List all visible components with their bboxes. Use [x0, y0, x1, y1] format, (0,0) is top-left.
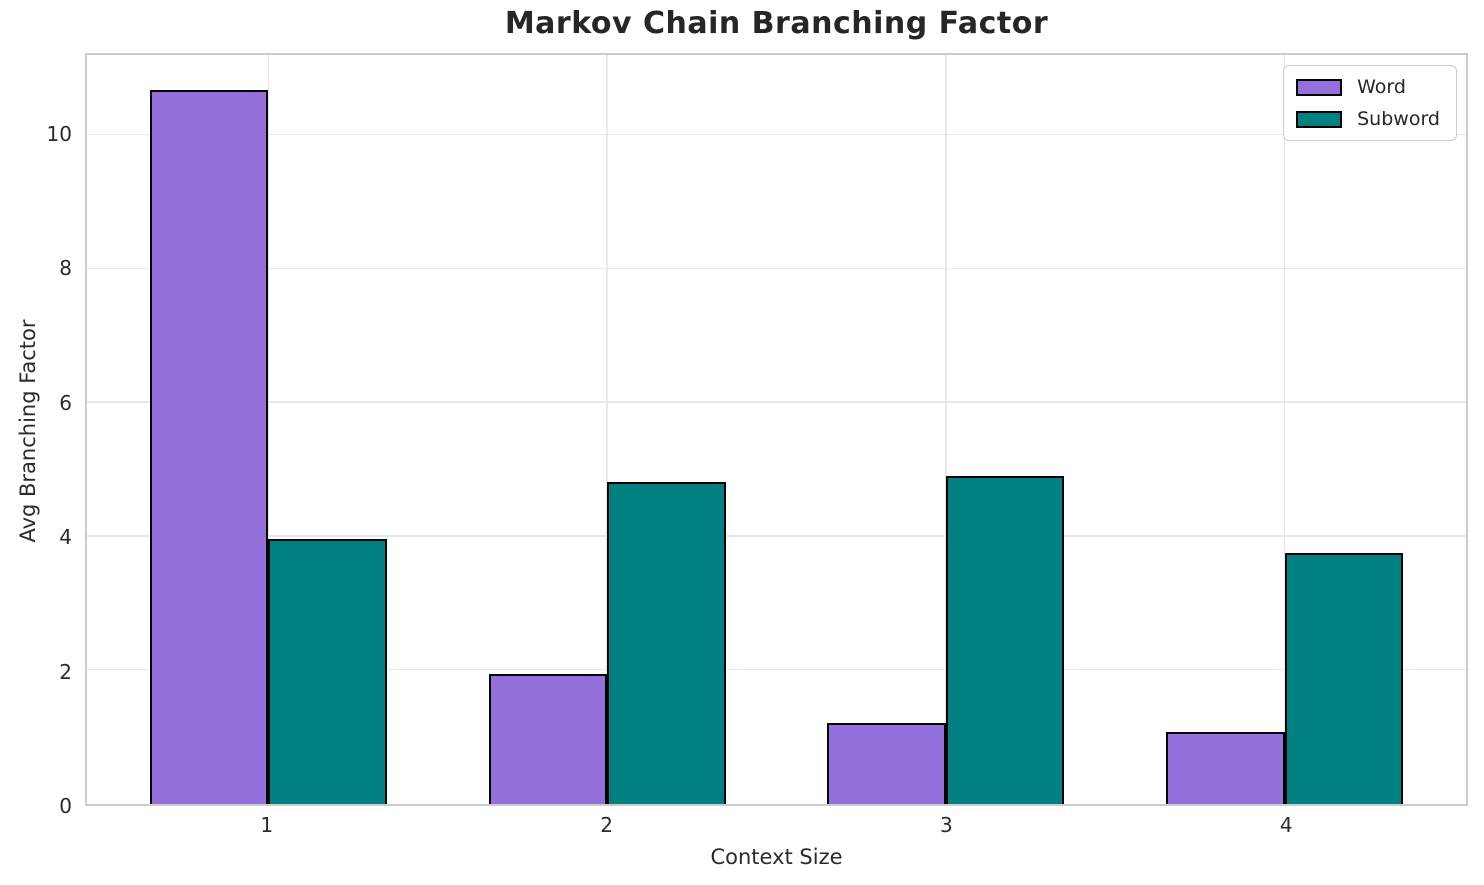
legend-swatch-word	[1296, 78, 1343, 96]
gridline-y-4	[87, 535, 1466, 537]
gridline-x-1	[267, 55, 270, 804]
legend-label: Subword	[1357, 108, 1440, 130]
gridline-y-8	[87, 267, 1466, 269]
y-tick-8: 8	[59, 256, 72, 281]
bar-subword-2	[607, 481, 726, 804]
y-tick-0: 0	[59, 794, 72, 818]
bar-subword-4	[1284, 552, 1404, 804]
plot-area: Word Subword	[85, 53, 1468, 806]
gridline-y-10	[87, 133, 1466, 136]
x-axis-label: Context Size	[710, 845, 843, 869]
bar-word-2	[488, 674, 608, 804]
y-tick-2: 2	[59, 659, 72, 684]
legend-item-word: Word	[1296, 76, 1440, 98]
x-tick-3: 3	[940, 813, 953, 837]
x-tick-2: 2	[600, 813, 613, 837]
bar-word-3	[827, 723, 946, 804]
y-tick-10: 10	[46, 121, 72, 146]
gridline-y-6	[87, 401, 1466, 403]
legend-swatch-subword	[1296, 110, 1343, 128]
legend-item-subword: Subword	[1296, 108, 1440, 130]
y-tick-6: 6	[59, 390, 72, 415]
chart-title: Markov Chain Branching Factor	[504, 6, 1049, 41]
y-tick-4: 4	[59, 525, 72, 550]
y-axis-label: Avg Branching Factor	[16, 319, 40, 543]
x-tick-1: 1	[260, 813, 274, 837]
legend: Word Subword	[1283, 65, 1457, 141]
gridline-x-4	[1283, 55, 1286, 804]
bar-word-1	[149, 90, 269, 804]
gridline-x-3	[945, 55, 947, 804]
bar-subword-1	[268, 539, 387, 804]
bar-word-4	[1166, 732, 1285, 804]
gridline-x-2	[606, 55, 608, 804]
legend-label: Word	[1357, 76, 1406, 98]
gridline-y-2	[87, 668, 1466, 671]
x-tick-4: 4	[1279, 813, 1293, 837]
bar-subword-3	[945, 475, 1065, 804]
